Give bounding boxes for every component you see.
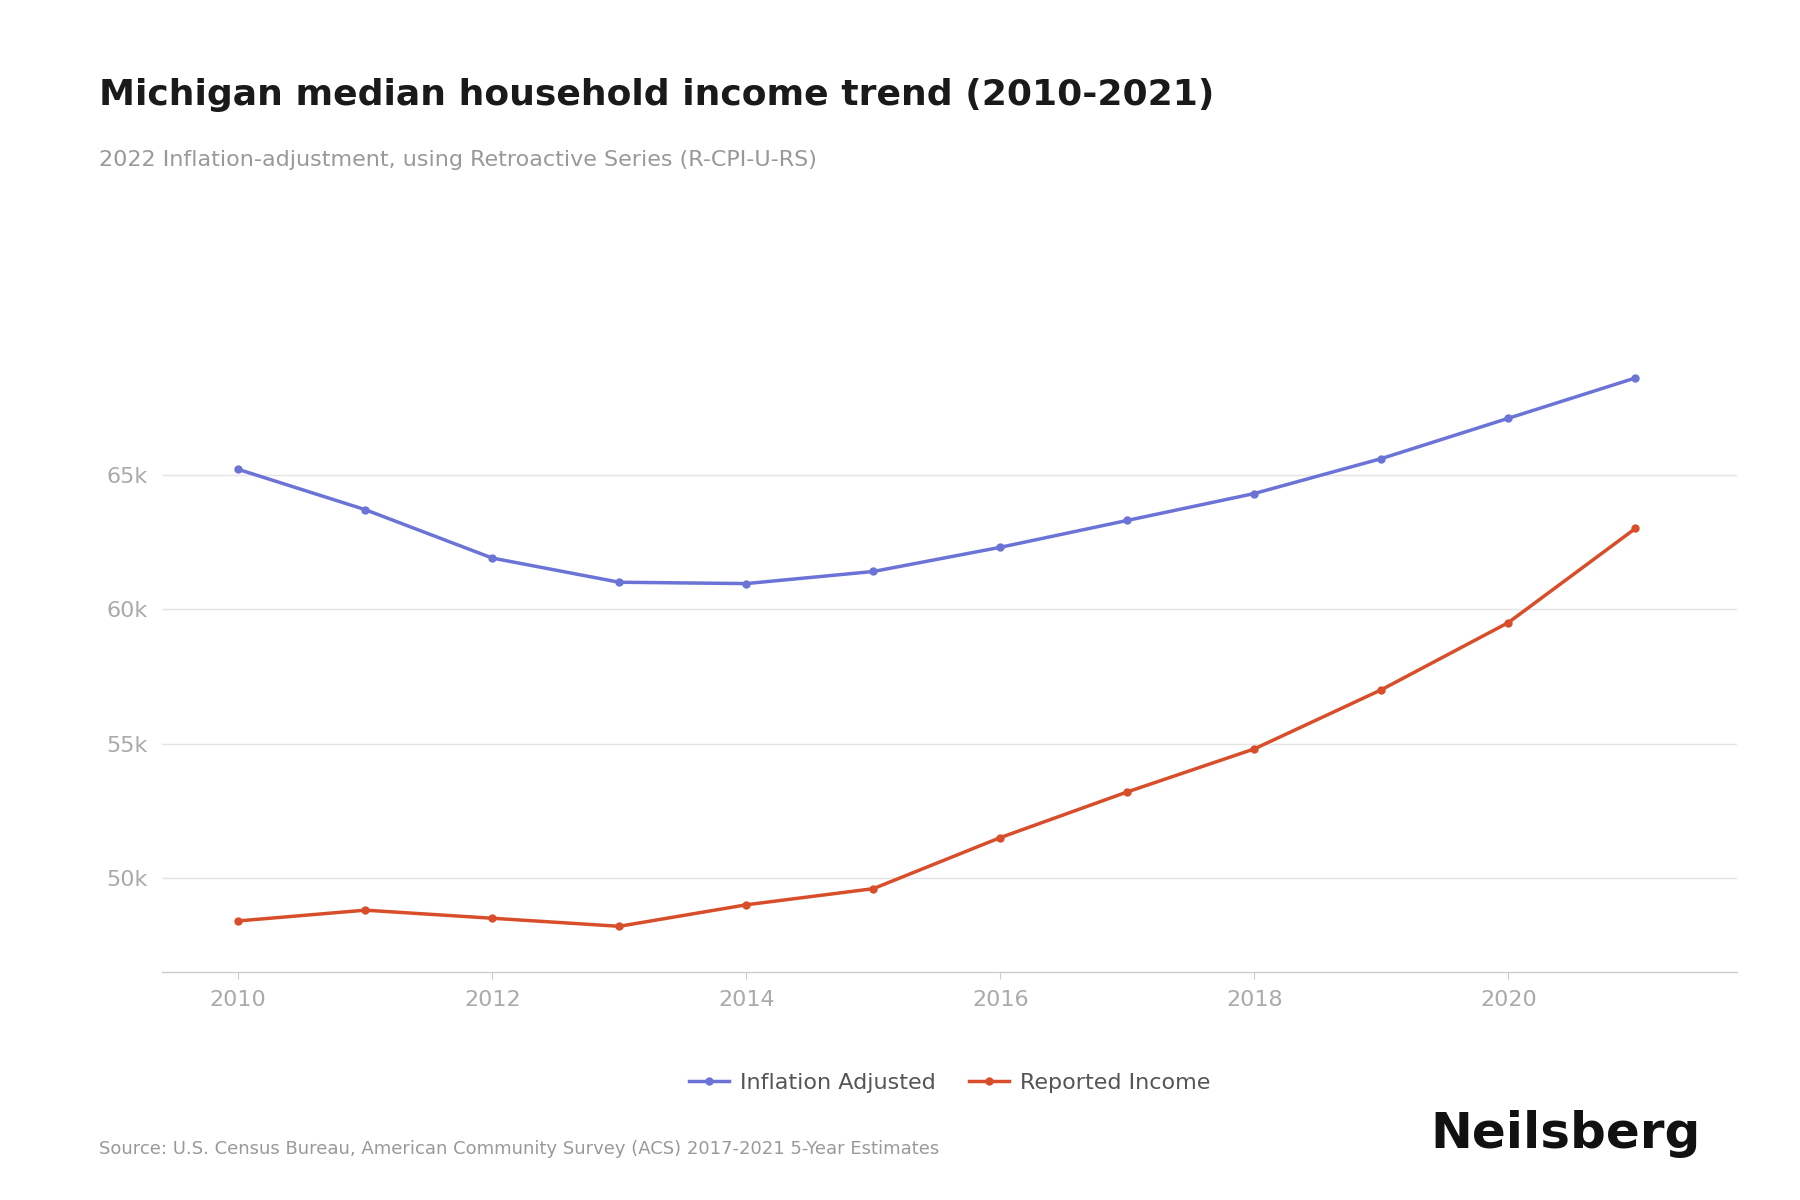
Legend: Inflation Adjusted, Reported Income: Inflation Adjusted, Reported Income <box>680 1063 1219 1102</box>
Text: Source: U.S. Census Bureau, American Community Survey (ACS) 2017-2021 5-Year Est: Source: U.S. Census Bureau, American Com… <box>99 1140 940 1158</box>
Text: 2022 Inflation-adjustment, using Retroactive Series (R-CPI-U-RS): 2022 Inflation-adjustment, using Retroac… <box>99 150 817 170</box>
Text: Neilsberg: Neilsberg <box>1431 1110 1701 1158</box>
Text: Michigan median household income trend (2010-2021): Michigan median household income trend (… <box>99 78 1215 112</box>
